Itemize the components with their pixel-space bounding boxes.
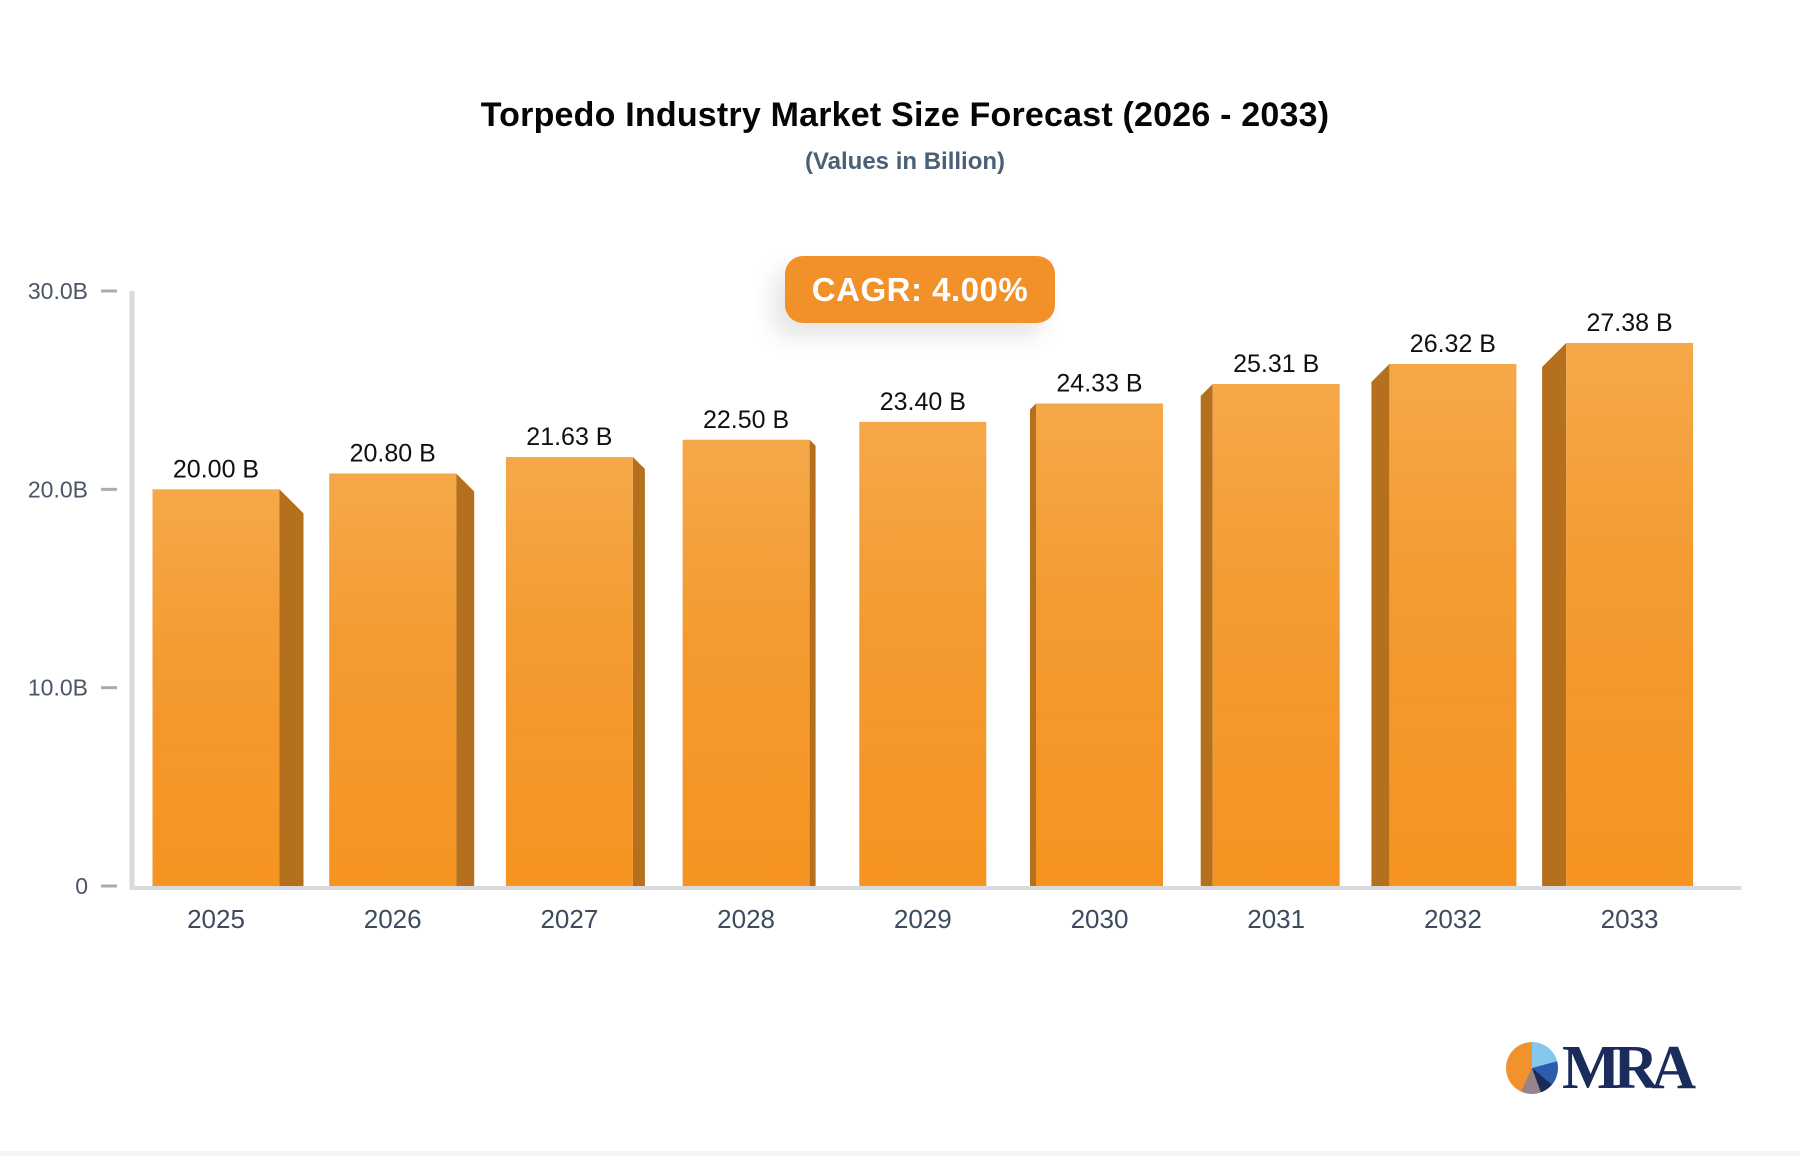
- bottom-edge-strip: [0, 1151, 1800, 1156]
- bar: [1036, 403, 1163, 886]
- chart-title: Torpedo Industry Market Size Forecast (2…: [480, 96, 1330, 134]
- brand-logo-text: MRA: [1562, 1034, 1696, 1102]
- bar: [505, 457, 633, 886]
- x-tick-label: 2031: [1247, 904, 1305, 934]
- bar: [1212, 384, 1340, 886]
- bar-value-label: 25.31 B: [1233, 350, 1319, 378]
- cagr-badge-label: CAGR: 4.00%: [811, 270, 1029, 308]
- bar-side-face: [1542, 342, 1567, 886]
- x-tick-label: 2030: [1071, 904, 1129, 934]
- bar-value-label: 27.38 B: [1587, 309, 1673, 337]
- bar-side-face: [1371, 363, 1390, 886]
- bar-value-label: 20.80 B: [350, 439, 436, 467]
- bar: [682, 439, 810, 886]
- bar-side-face: [632, 457, 645, 886]
- chart-subtitle: (Values in Billion): [804, 148, 1006, 175]
- x-tick-label: 2025: [187, 904, 245, 934]
- bar: [329, 473, 457, 886]
- bar-chart: 0 10.0B 20.0B 30.0B 20.00 B 2025 20.80 B 2026 21…: [28, 278, 1742, 934]
- bar-value-label: 21.63 B: [526, 423, 612, 451]
- bar-value-label: 24.33 B: [1056, 369, 1142, 397]
- x-tick-label: 2033: [1601, 904, 1659, 934]
- bar: [1389, 363, 1517, 886]
- bar: [859, 421, 987, 886]
- y-axis-line: [129, 291, 135, 890]
- bar-side-face: [456, 473, 475, 886]
- cagr-badge: CAGR: 4.00%: [785, 256, 1055, 323]
- x-axis-line: [129, 886, 1742, 890]
- x-tick-label: 2026: [364, 904, 422, 934]
- bar-side-face: [1030, 403, 1036, 886]
- x-tick-label: 2029: [894, 904, 952, 934]
- y-tick-label: 10.0B: [28, 675, 88, 701]
- y-tick-label: 30.0B: [28, 278, 88, 304]
- pie-chart-logo-icon: [1506, 1042, 1558, 1094]
- bar-side-face: [1200, 384, 1213, 886]
- x-tick-label: 2028: [717, 904, 775, 934]
- bar-side-face: [279, 489, 304, 886]
- bar: [1566, 342, 1694, 886]
- bar-value-label: 23.40 B: [880, 388, 966, 416]
- brand-logo: MRA: [1506, 1034, 1696, 1102]
- x-tick-label: 2027: [540, 904, 598, 934]
- y-tick-mark: [101, 884, 117, 888]
- y-tick-label: 0: [75, 873, 88, 899]
- y-tick-label: 20.0B: [28, 476, 88, 502]
- bar: [152, 489, 280, 886]
- bar-value-label: 26.32 B: [1410, 330, 1496, 358]
- x-tick-label: 2032: [1424, 904, 1482, 934]
- bar-side-face: [809, 439, 816, 886]
- y-tick-mark: [101, 487, 117, 491]
- y-tick-mark: [101, 289, 117, 293]
- bar-value-label: 20.00 B: [173, 455, 259, 483]
- bar-value-label: 22.50 B: [703, 406, 789, 434]
- y-tick-mark: [101, 686, 117, 690]
